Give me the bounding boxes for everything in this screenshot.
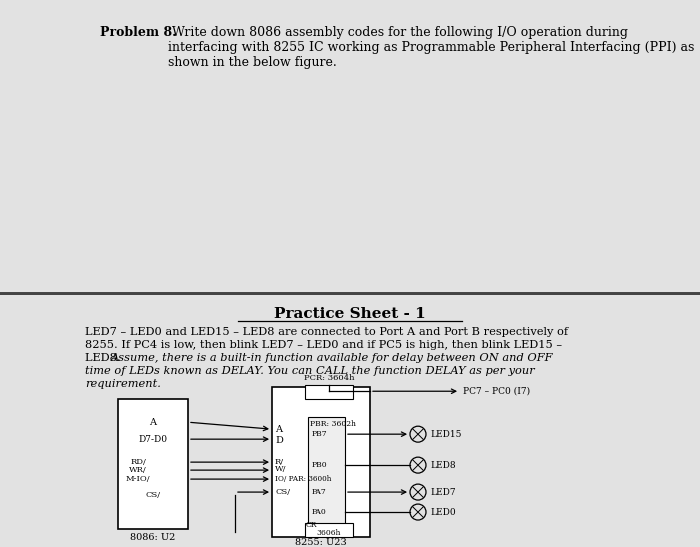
Text: 8255. If PC4 is low, then blink LED7 – LED0 and if PC5 is high, then blink LED15: 8255. If PC4 is low, then blink LED7 – L…: [85, 340, 562, 350]
Text: PBR: 3602h: PBR: 3602h: [310, 420, 356, 428]
Text: WR/: WR/: [129, 466, 147, 474]
Text: PC7 – PC0 (I7): PC7 – PC0 (I7): [463, 387, 530, 395]
Text: PB0: PB0: [312, 461, 328, 469]
Text: RD/: RD/: [130, 458, 146, 466]
Text: LED0: LED0: [430, 508, 456, 516]
Text: LED7: LED7: [430, 487, 456, 497]
Text: PCR: 3604h: PCR: 3604h: [304, 374, 354, 382]
Text: CS/: CS/: [146, 491, 160, 499]
Text: PA0: PA0: [312, 508, 327, 516]
Text: 8255: U23: 8255: U23: [295, 538, 347, 547]
Text: requirement.: requirement.: [85, 379, 161, 389]
Bar: [118, 399, 188, 529]
Text: 8086: U2: 8086: U2: [130, 533, 176, 542]
Text: M-IO/: M-IO/: [126, 475, 150, 483]
Text: 3606h: 3606h: [316, 529, 342, 537]
Bar: [305, 385, 353, 399]
Text: LED15: LED15: [430, 430, 461, 439]
Text: time of LEDs known as DELAY. You can CALL the function DELAY as per your: time of LEDs known as DELAY. You can CAL…: [85, 366, 535, 376]
Text: Problem 8.: Problem 8.: [100, 26, 176, 39]
Text: IO/ PAR: 3600h: IO/ PAR: 3600h: [275, 475, 331, 483]
Text: D: D: [275, 435, 283, 445]
Text: LED7 – LED0 and LED15 – LED8 are connected to Port A and Port B respectively of: LED7 – LED0 and LED15 – LED8 are connect…: [85, 327, 568, 337]
Text: Write down 8086 assembly codes for the following I/O operation during
interfacin: Write down 8086 assembly codes for the f…: [168, 26, 694, 69]
Text: A: A: [275, 424, 282, 434]
Text: W/: W/: [275, 465, 286, 473]
Text: PB7: PB7: [312, 430, 328, 438]
Text: CR: CR: [306, 521, 318, 529]
Text: LED8: LED8: [430, 461, 456, 470]
Text: PA7: PA7: [312, 488, 327, 496]
Text: D7-D0: D7-D0: [139, 435, 167, 444]
Text: LED8.: LED8.: [85, 353, 125, 363]
Bar: [272, 387, 370, 537]
Text: CS/: CS/: [275, 488, 290, 496]
Text: Practice Sheet - 1: Practice Sheet - 1: [274, 307, 426, 321]
Text: A: A: [150, 418, 157, 427]
Text: R/: R/: [275, 458, 284, 466]
Bar: [305, 523, 353, 537]
Text: Assume, there is a built-in function available for delay between ON and OFF: Assume, there is a built-in function ava…: [111, 353, 554, 363]
Bar: [308, 417, 345, 525]
